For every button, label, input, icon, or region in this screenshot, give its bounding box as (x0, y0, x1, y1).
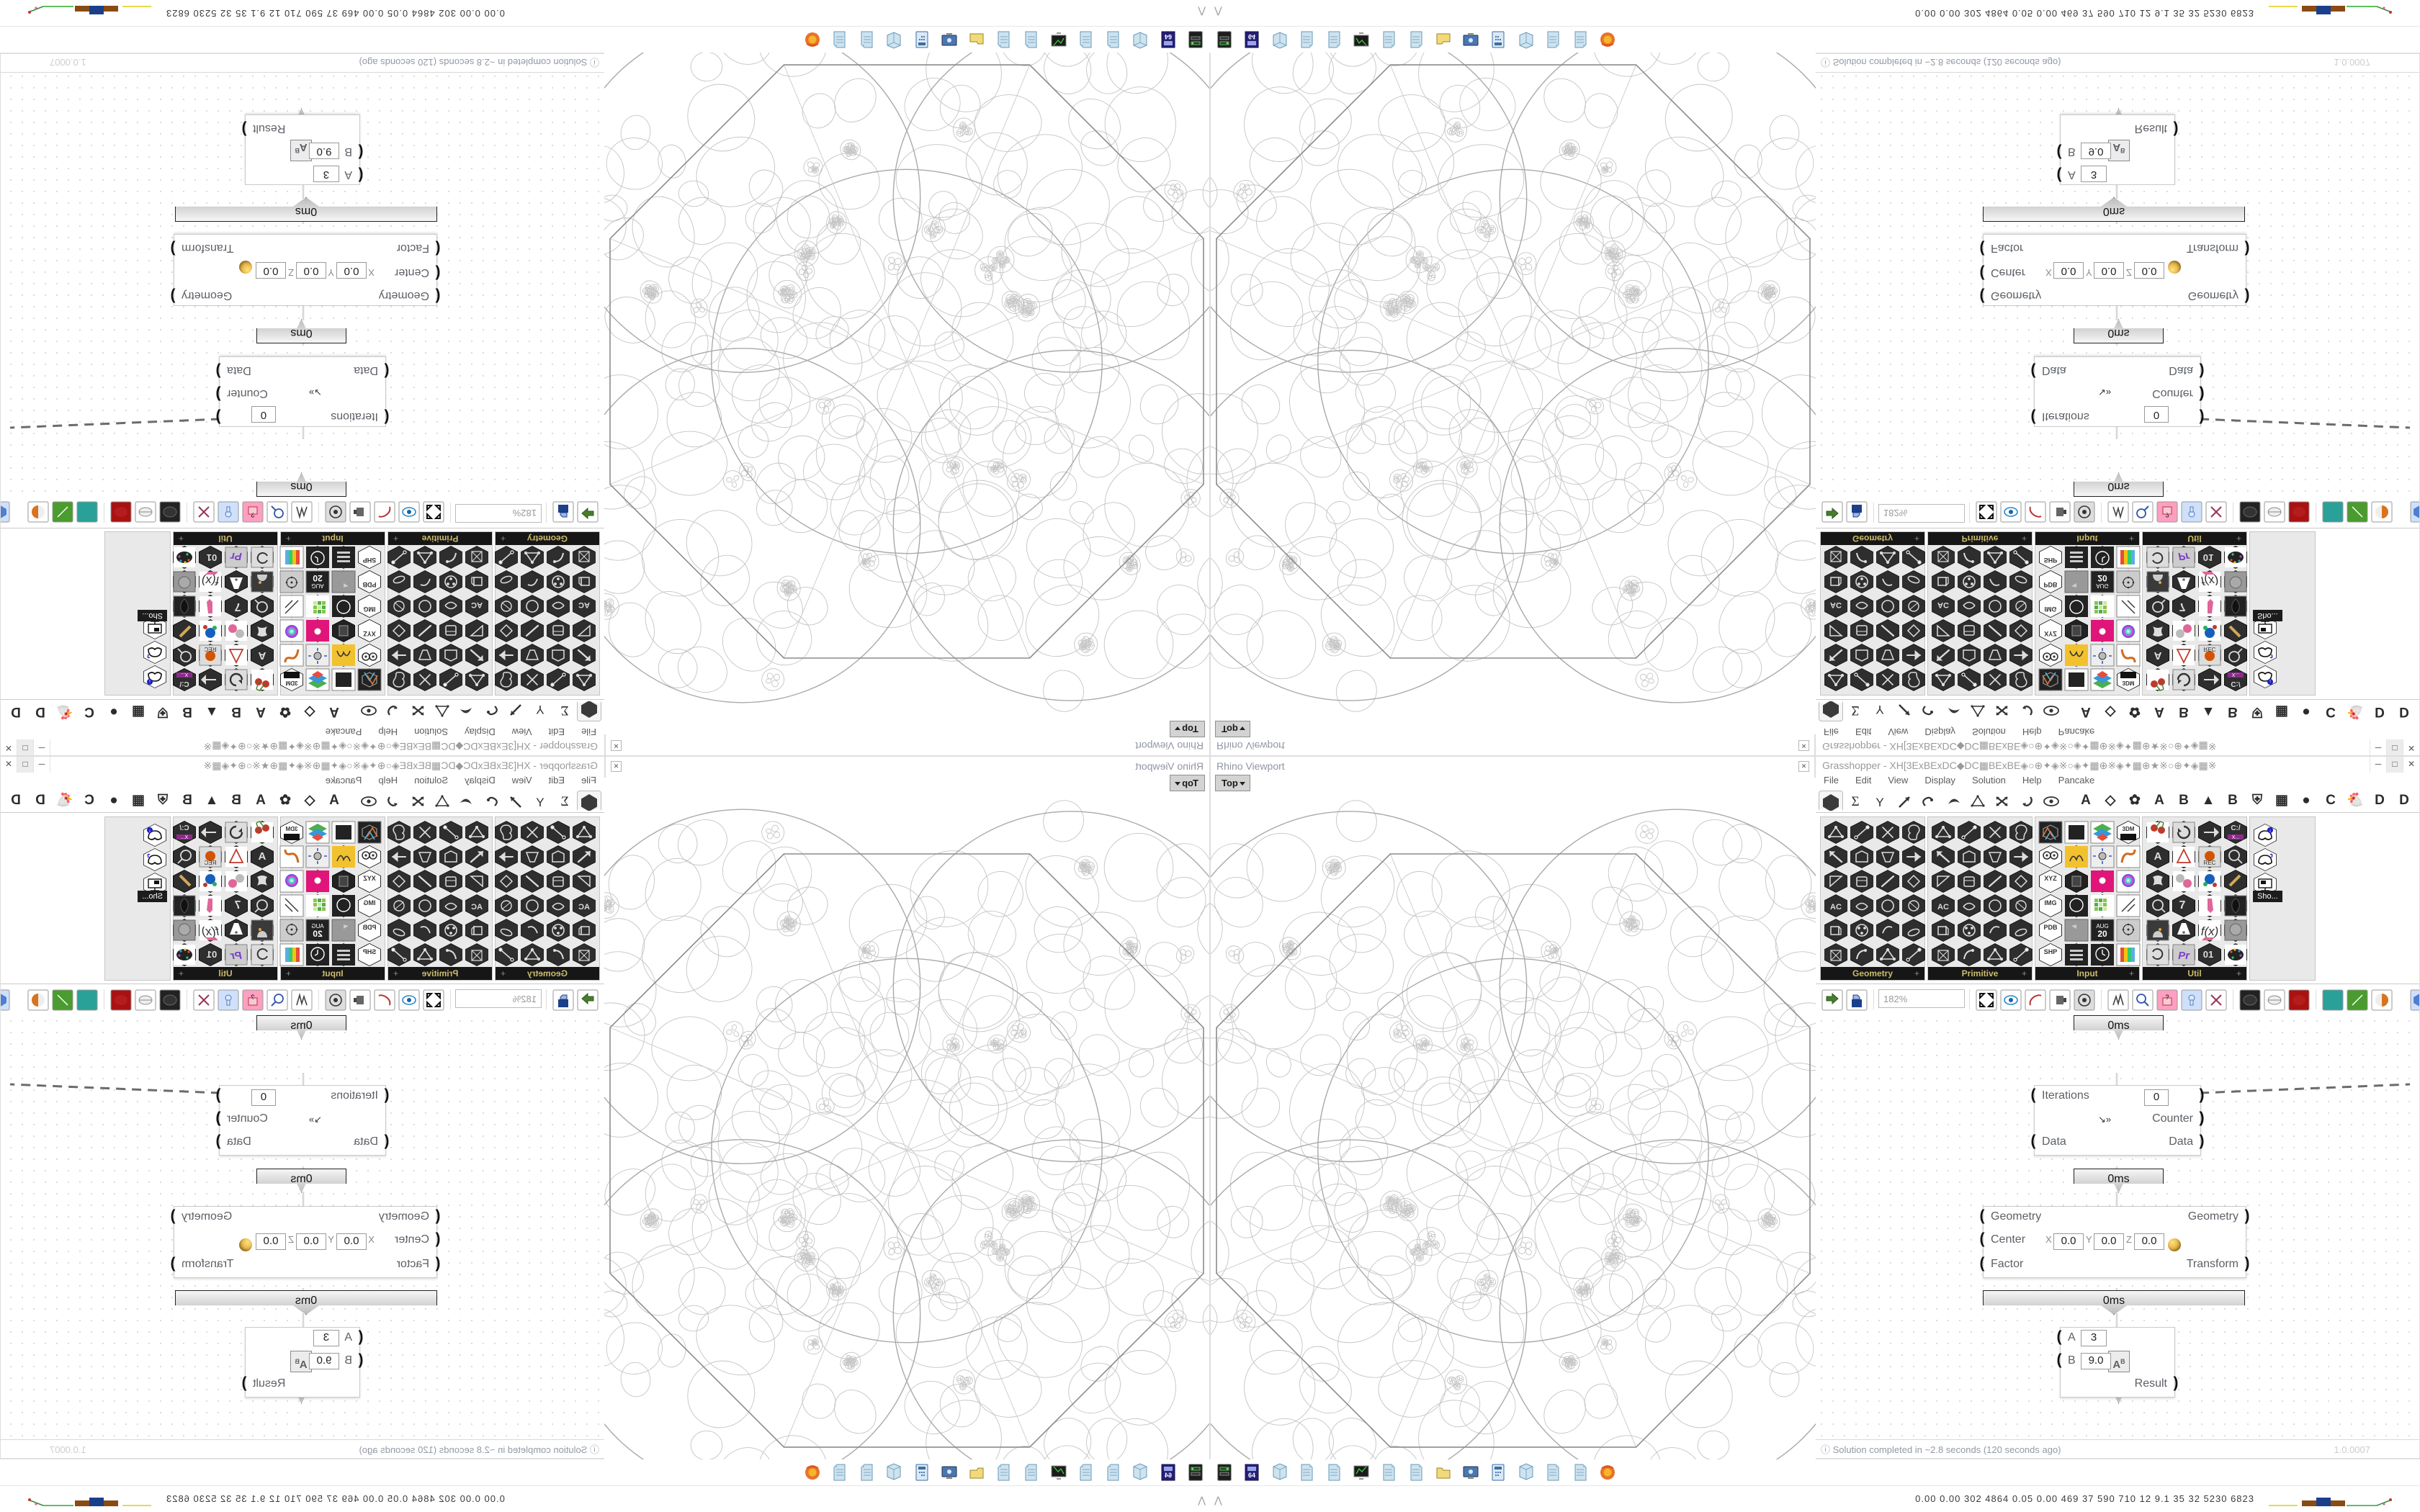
svg-text:Pr: Pr (2178, 950, 2190, 962)
svg-text:Σ: Σ (1851, 794, 1859, 809)
svg-text:Σ: Σ (560, 703, 568, 718)
svg-text:C:/: C:/ (2231, 824, 2241, 832)
svg-text:AC: AC (1937, 600, 1949, 609)
svg-text:IMG: IMG (364, 606, 376, 613)
svg-text:SHP: SHP (2044, 948, 2058, 955)
svg-text:AC: AC (1830, 903, 1842, 912)
svg-text:AC: AC (471, 903, 483, 912)
svg-text:REC: REC (204, 860, 216, 866)
svg-text:X...: X... (2232, 672, 2240, 677)
svg-text:f(x): f(x) (202, 574, 220, 588)
svg-text:f(x): f(x) (202, 924, 220, 938)
svg-text:3DM: 3DM (285, 680, 297, 686)
svg-text:SHP: SHP (363, 948, 377, 955)
svg-text:7: 7 (234, 600, 241, 613)
svg-text:f(x): f(x) (2201, 924, 2219, 938)
svg-text:PDB: PDB (2043, 581, 2058, 588)
svg-text:XYZ: XYZ (2044, 875, 2057, 882)
svg-text:?: ? (251, 511, 254, 518)
svg-text:i: i (2269, 829, 2270, 834)
svg-text:REC: REC (2204, 646, 2216, 652)
svg-text:C:/: C:/ (179, 680, 189, 688)
svg-text:01: 01 (2203, 949, 2213, 960)
svg-text:AC: AC (578, 903, 590, 912)
svg-text:Σ: Σ (1851, 703, 1859, 718)
svg-text:Y: Y (1876, 796, 1883, 809)
svg-text:AC: AC (1830, 600, 1842, 609)
svg-text:3DM: 3DM (2123, 680, 2135, 686)
svg-text:X...: X... (2232, 835, 2240, 840)
svg-text:f(x): f(x) (2201, 574, 2219, 588)
svg-text:7: 7 (2179, 899, 2186, 912)
svg-text:Pr: Pr (230, 950, 242, 962)
svg-text:XYZ: XYZ (2044, 630, 2057, 637)
svg-text:Y: Y (536, 703, 544, 716)
svg-text:20: 20 (313, 573, 323, 583)
svg-text:AC: AC (1937, 903, 1949, 912)
svg-text:Pr: Pr (230, 550, 242, 562)
svg-text:C:/: C:/ (2231, 680, 2241, 688)
svg-text:PDB: PDB (362, 924, 377, 931)
svg-text:7: 7 (234, 899, 241, 912)
svg-text:?: ? (2165, 511, 2169, 518)
svg-text:A: A (2154, 649, 2162, 662)
svg-text:IMG: IMG (2045, 899, 2057, 906)
svg-text:3DM: 3DM (285, 826, 297, 832)
svg-text:64: 64 (1165, 33, 1172, 40)
svg-text:7: 7 (2179, 600, 2186, 613)
svg-text:REC: REC (204, 646, 216, 652)
svg-text:XYZ: XYZ (363, 630, 376, 637)
svg-text:SHP: SHP (363, 557, 377, 564)
svg-text:REC: REC (2204, 860, 2216, 866)
svg-text:XYZ: XYZ (363, 875, 376, 882)
svg-text:A: A (2154, 850, 2162, 863)
svg-text:Pr: Pr (2178, 550, 2190, 562)
svg-text:PDB: PDB (362, 581, 377, 588)
svg-text:3DM: 3DM (2123, 826, 2135, 832)
svg-text:A: A (258, 649, 266, 662)
svg-text:20: 20 (2097, 929, 2107, 939)
svg-text:01: 01 (207, 552, 217, 563)
svg-text:64: 64 (1248, 33, 1255, 40)
svg-text:Y: Y (536, 796, 544, 809)
svg-text:i: i (149, 678, 150, 683)
svg-text:20: 20 (2097, 573, 2107, 583)
svg-text:64: 64 (1248, 1472, 1255, 1479)
svg-text:?: ? (251, 994, 254, 1001)
svg-text:A: A (258, 850, 266, 863)
svg-text:AC: AC (578, 600, 590, 609)
svg-text:AC: AC (471, 600, 483, 609)
svg-text:01: 01 (207, 949, 217, 960)
svg-text:Y: Y (1876, 703, 1883, 716)
svg-text:64: 64 (1165, 1472, 1172, 1479)
svg-text:PDB: PDB (2043, 924, 2058, 931)
svg-text:IMG: IMG (364, 899, 376, 906)
svg-text:20: 20 (313, 929, 323, 939)
svg-text:01: 01 (2203, 552, 2213, 563)
svg-text:AUG: AUG (2096, 582, 2108, 589)
svg-text:X...: X... (181, 835, 189, 840)
svg-text:AUG: AUG (311, 582, 323, 589)
svg-text:i: i (149, 829, 150, 834)
svg-text:?: ? (2165, 994, 2169, 1001)
svg-text:X...: X... (181, 672, 189, 677)
svg-text:i: i (2269, 678, 2270, 683)
svg-text:C:/: C:/ (179, 824, 189, 832)
svg-text:SHP: SHP (2044, 557, 2058, 564)
svg-text:IMG: IMG (2045, 606, 2057, 613)
svg-text:Σ: Σ (560, 794, 568, 809)
